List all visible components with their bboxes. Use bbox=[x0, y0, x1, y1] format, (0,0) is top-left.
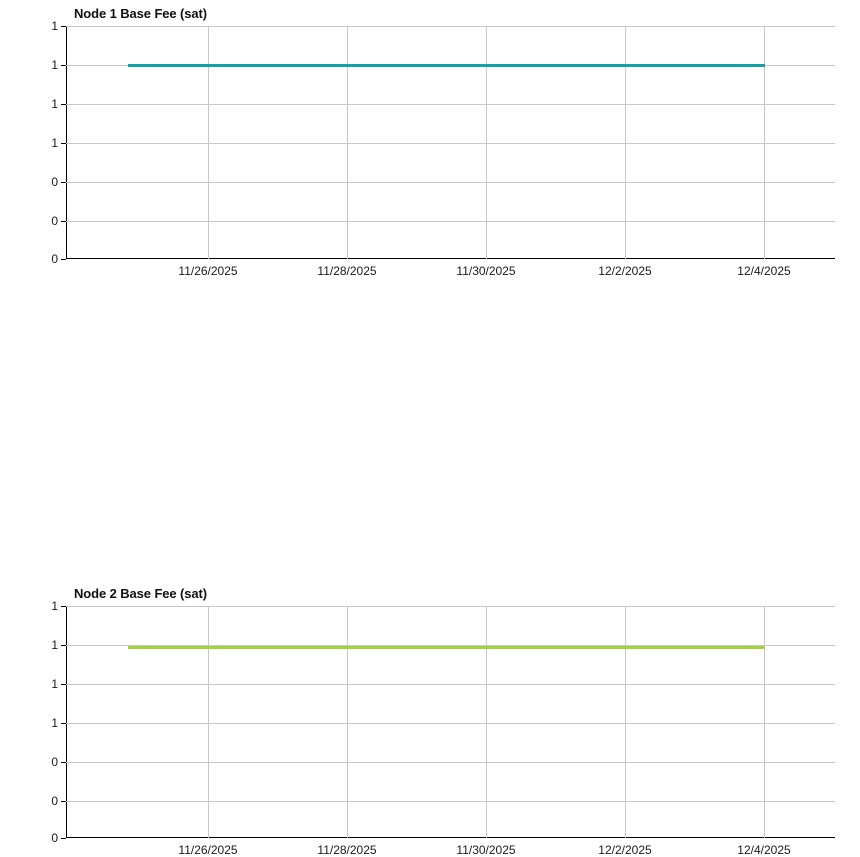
y-tick-label: 1 bbox=[51, 136, 58, 150]
x-tick-label: 11/30/2025 bbox=[456, 843, 516, 857]
y-tick-label: 0 bbox=[51, 794, 58, 808]
y-tick-label: 1 bbox=[51, 599, 58, 613]
y-tick-label: 1 bbox=[51, 19, 58, 33]
plot-area-node-1: 1 1 1 1 0 0 0 11/26/2025 11/28/2025 11/3… bbox=[51, 19, 835, 278]
gridline-horizontal bbox=[66, 762, 835, 763]
gridline-vertical bbox=[208, 606, 209, 838]
y-tick-mark bbox=[61, 645, 66, 646]
gridline-vertical bbox=[625, 606, 626, 838]
x-tick-label: 11/30/2025 bbox=[456, 264, 516, 278]
x-axis-line bbox=[66, 258, 835, 259]
gridline-horizontal bbox=[66, 221, 835, 222]
y-tick-mark bbox=[61, 801, 66, 802]
gridline-horizontal bbox=[66, 182, 835, 183]
y-tick-mark bbox=[61, 221, 66, 222]
gridline-vertical bbox=[486, 606, 487, 838]
x-tick-label: 11/26/2025 bbox=[178, 264, 238, 278]
y-tick-mark bbox=[61, 26, 66, 27]
x-axis-line bbox=[66, 837, 835, 838]
chart-title-node-2: Node 2 Base Fee (sat) bbox=[74, 586, 208, 601]
y-axis-line bbox=[66, 606, 67, 838]
gridline-vertical bbox=[764, 606, 765, 838]
gridline-vertical bbox=[347, 26, 348, 259]
gridline-horizontal bbox=[66, 104, 835, 105]
y-tick-label: 0 bbox=[51, 214, 58, 228]
y-tick-label: 1 bbox=[51, 58, 58, 72]
plot-area-node-2: 1 1 1 1 0 0 0 11/26/2025 11/28/2025 11/3… bbox=[51, 599, 835, 857]
y-tick-label: 1 bbox=[51, 716, 58, 730]
y-tick-label: 1 bbox=[51, 97, 58, 111]
x-tick-label: 11/28/2025 bbox=[317, 843, 377, 857]
chart-panel-node-2: Node 2 Base Fee (sat) 1 1 1 1 0 0 0 11/2… bbox=[0, 290, 860, 857]
y-tick-mark bbox=[61, 723, 66, 724]
y-axis-line bbox=[66, 26, 67, 259]
gridline-horizontal bbox=[66, 684, 835, 685]
x-tick-label: 11/28/2025 bbox=[317, 264, 377, 278]
gridline-horizontal bbox=[66, 26, 835, 27]
x-tick-label: 12/2/2025 bbox=[598, 843, 652, 857]
y-tick-mark bbox=[61, 838, 66, 839]
y-tick-mark bbox=[61, 762, 66, 763]
series-line-node-1 bbox=[128, 64, 765, 67]
y-tick-mark bbox=[61, 259, 66, 260]
y-tick-label: 1 bbox=[51, 677, 58, 691]
gridline-vertical bbox=[486, 26, 487, 259]
x-tick-label: 12/4/2025 bbox=[737, 264, 791, 278]
gridline-vertical bbox=[208, 26, 209, 259]
y-tick-mark bbox=[61, 684, 66, 685]
y-tick-label: 0 bbox=[51, 831, 58, 845]
chart-panel-node-1: Node 1 Base Fee (sat) 1 1 1 1 0 0 0 11/2… bbox=[0, 0, 860, 294]
x-tick-label: 12/4/2025 bbox=[737, 843, 791, 857]
x-tick-label: 12/2/2025 bbox=[598, 264, 652, 278]
y-tick-label: 0 bbox=[51, 252, 58, 266]
y-tick-label: 1 bbox=[51, 638, 58, 652]
y-tick-mark bbox=[61, 606, 66, 607]
y-tick-label: 0 bbox=[51, 755, 58, 769]
y-tick-mark bbox=[61, 65, 66, 66]
gridline-vertical bbox=[625, 26, 626, 259]
y-tick-mark bbox=[61, 143, 66, 144]
y-tick-label: 0 bbox=[51, 175, 58, 189]
y-tick-mark bbox=[61, 182, 66, 183]
gridline-vertical bbox=[764, 26, 765, 259]
gridline-horizontal bbox=[66, 143, 835, 144]
gridline-horizontal bbox=[66, 723, 835, 724]
y-tick-mark bbox=[61, 104, 66, 105]
chart-title-node-1: Node 1 Base Fee (sat) bbox=[74, 6, 208, 21]
gridline-horizontal bbox=[66, 606, 835, 607]
x-tick-label: 11/26/2025 bbox=[178, 843, 238, 857]
series-line-node-2 bbox=[128, 646, 765, 649]
gridline-vertical bbox=[347, 606, 348, 838]
gridline-horizontal bbox=[66, 801, 835, 802]
